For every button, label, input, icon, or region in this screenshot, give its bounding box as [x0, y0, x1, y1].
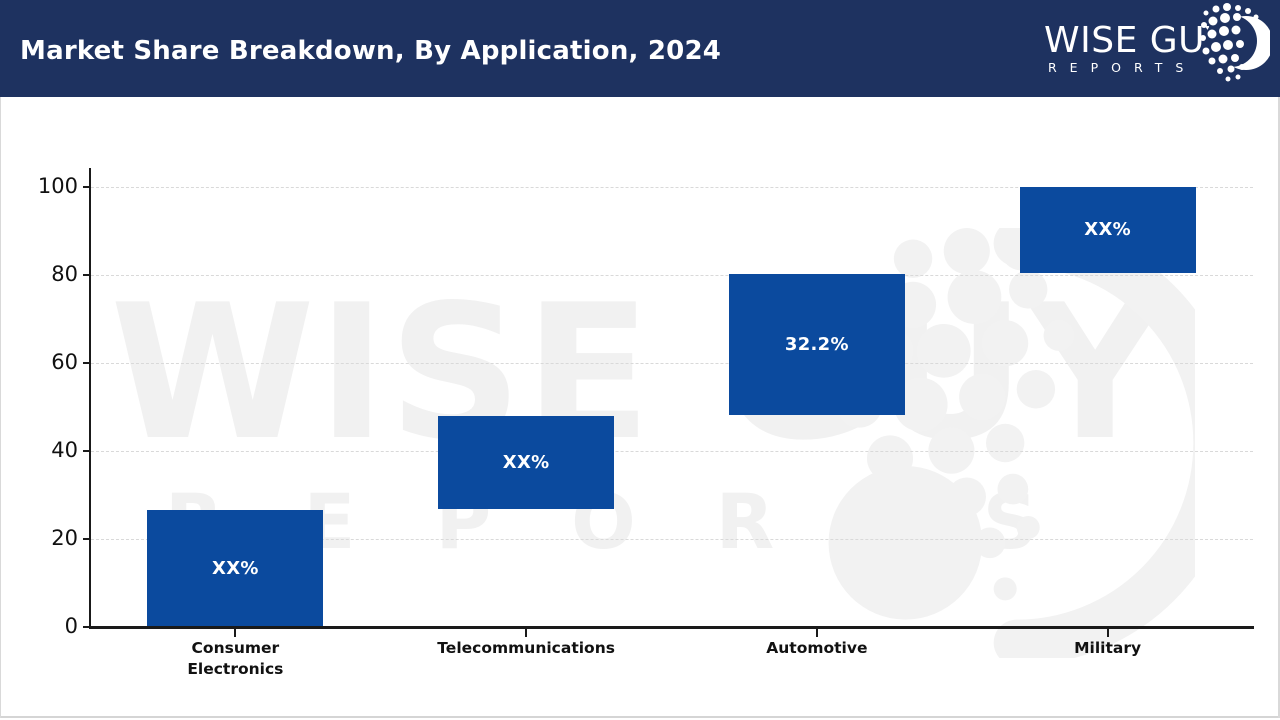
bar-value-label: XX% — [1084, 219, 1131, 241]
y-tick-label: 20 — [51, 526, 78, 550]
y-tick-mark — [83, 186, 89, 188]
y-tick-label: 100 — [37, 174, 78, 198]
page-bottom-border — [0, 716, 1280, 718]
bar-segment: XX% — [147, 509, 324, 627]
y-tick-mark — [83, 274, 89, 276]
y-tick-label: 0 — [64, 614, 78, 638]
gridline — [91, 363, 1253, 364]
page-right-border — [1278, 97, 1280, 718]
gridline — [91, 187, 1253, 188]
x-tick-mark — [815, 628, 818, 637]
wise-guy-reports-logo: WISE GUY REPORTS — [1014, 0, 1270, 97]
y-tick-label: 40 — [51, 438, 78, 462]
y-tick-mark — [83, 538, 89, 540]
header-bar: Market Share Breakdown, By Application, … — [0, 0, 1280, 97]
bar-segment: XX% — [1019, 187, 1196, 273]
y-axis-spine — [89, 168, 91, 628]
x-tick-mark — [234, 628, 237, 637]
gridline — [91, 275, 1253, 276]
y-tick-mark — [83, 450, 89, 452]
y-tick-label: 60 — [51, 350, 78, 374]
bar-segment: 32.2% — [728, 273, 905, 416]
bar-value-label: 32.2% — [784, 334, 849, 355]
bar-value-label: XX% — [212, 557, 259, 579]
bar-value-label: XX% — [502, 451, 550, 473]
x-category-label: Military — [1074, 639, 1142, 657]
gridline — [91, 451, 1253, 452]
x-category-label: Automotive — [766, 639, 868, 657]
x-category-label: Consumer Electronics — [187, 639, 284, 678]
x-tick-mark — [525, 628, 528, 637]
x-axis-spine — [89, 626, 1254, 629]
y-tick-mark — [83, 362, 89, 364]
x-category-label: Telecommunications — [437, 639, 615, 657]
bar-segment: XX% — [438, 415, 615, 510]
y-tick-mark — [83, 626, 89, 628]
page-left-border — [0, 97, 1, 718]
y-tick-label: 80 — [51, 262, 78, 286]
x-tick-mark — [1106, 628, 1109, 637]
gridline — [91, 539, 1253, 540]
chart-title: Market Share Breakdown, By Application, … — [20, 36, 722, 66]
dotted-head-logo-icon — [1200, 3, 1270, 82]
logo-wordmark: WISE GUY — [1044, 20, 1228, 61]
logo-subtext: REPORTS — [1048, 60, 1197, 75]
